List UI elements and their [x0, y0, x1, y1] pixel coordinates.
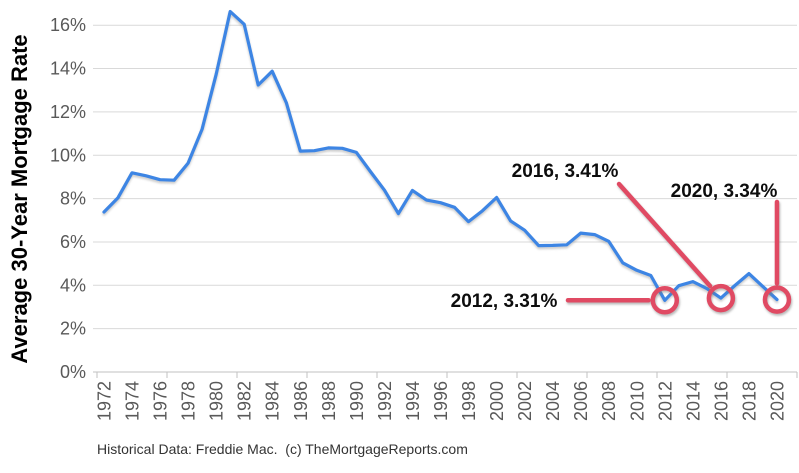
y-tick-label: 12%: [50, 102, 86, 122]
x-tick-label: 1976: [151, 381, 171, 421]
annotation-label-2020: 2020, 3.34%: [671, 181, 778, 202]
source-credit-text: Historical Data: Freddie Mac. (c) TheMor…: [97, 441, 468, 457]
y-tick-label: 2%: [60, 319, 86, 339]
rate-line-group: [102, 9, 779, 302]
x-tick-label: 1996: [431, 381, 451, 421]
x-tick-label: 2018: [739, 381, 759, 421]
x-tick-label: 2004: [543, 381, 563, 421]
annotation-label-2012: 2012, 3.31%: [451, 291, 558, 312]
rate-line: [102, 9, 779, 302]
x-tick-label: 2010: [627, 381, 647, 421]
annotation-circle: [650, 286, 680, 315]
y-tick-label: 6%: [60, 232, 86, 252]
x-tick-label: 1990: [347, 381, 367, 421]
annotation-graphics-group: [565, 181, 792, 315]
y-tick-label: 14%: [50, 59, 86, 79]
x-tick-labels-group: 1972 1974 1976 1978 1980 1982 1984 1986 1988 1990…: [95, 381, 788, 421]
x-tick-label: 2006: [571, 381, 591, 421]
x-tick-label: 2012: [655, 381, 675, 421]
x-tick-label: 2014: [683, 381, 703, 421]
y-tick-label: 8%: [60, 189, 86, 209]
x-tick-label: 1986: [291, 381, 311, 421]
y-axis-title: Average 30-Year Mortgage Rate: [7, 34, 32, 363]
x-tick-label: 1988: [319, 381, 339, 421]
y-tick-label: 4%: [60, 275, 86, 295]
x-tick-label: 1978: [179, 381, 199, 421]
x-tick-label: 1972: [95, 381, 115, 421]
gridlines-group: [93, 24, 797, 373]
x-axis-group: [96, 372, 798, 378]
annotation-circle: [762, 285, 792, 314]
x-tick-label: 2008: [599, 381, 619, 421]
x-tick-label: 1992: [375, 381, 395, 421]
annotation-label-2016: 2016, 3.41%: [512, 161, 619, 182]
x-tick-label: 2020: [767, 381, 787, 421]
x-tick-label: 1998: [459, 381, 479, 421]
y-tick-label: 10%: [50, 145, 86, 165]
annotation-circle: [706, 283, 736, 313]
y-tick-labels-group: 0% 2% 4% 6% 8% 10% 12% 14% 16%: [50, 15, 86, 382]
y-tick-label: 0%: [60, 362, 86, 382]
x-tick-label: 2002: [515, 381, 535, 421]
x-tick-label: 2016: [711, 381, 731, 421]
y-tick-label: 16%: [50, 15, 86, 35]
x-tick-label: 1974: [123, 381, 143, 421]
x-tick-label: 1980: [207, 381, 227, 421]
x-tick-label: 1982: [235, 381, 255, 421]
x-tick-label: 2000: [487, 381, 507, 421]
x-tick-label: 1984: [263, 381, 283, 421]
annotation-leader-line: [616, 181, 713, 289]
x-tick-label: 1994: [403, 381, 423, 421]
